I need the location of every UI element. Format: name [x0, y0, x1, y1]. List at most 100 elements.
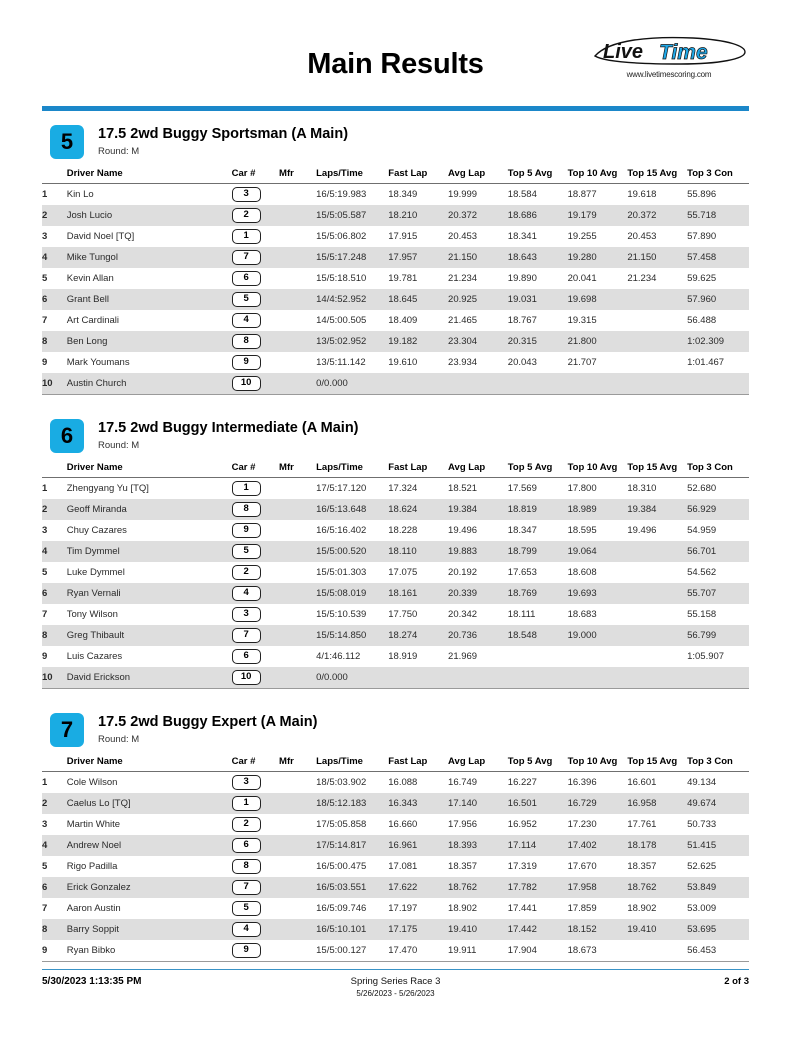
results-page: Main Results Live Time www.livetimescori…: [0, 34, 791, 1058]
cell-top3con: 55.896: [687, 189, 717, 200]
cell-top5: 18.819: [507, 499, 568, 520]
cell-top15: 21.234: [627, 273, 657, 284]
cell-top5: 19.031: [507, 289, 568, 310]
cell-top5: 18.341: [507, 231, 537, 242]
page-footer: 5/30/2023 1:13:35 PM Spring Series Race …: [42, 968, 749, 998]
cell-avg-lap: 19.883: [448, 541, 508, 562]
cell-driver-name: Art Cardinali: [66, 315, 120, 326]
column-header: Top 5 Avg: [507, 462, 568, 478]
cell-top5: 18.767: [507, 315, 537, 326]
cell-car-number: 10: [231, 373, 280, 395]
column-header: Mfr: [279, 756, 317, 772]
cell-avg-lap: [448, 373, 508, 395]
cell-top3con: 53.009: [687, 903, 717, 914]
column-header-position: [42, 168, 67, 184]
cell-mfr: [279, 373, 317, 395]
cell-fast-lap: 17.075: [388, 567, 418, 578]
cell-laps-time: 15/5:06.802: [316, 231, 367, 242]
cell-fast-lap: 18.161: [388, 583, 449, 604]
cell-top5: 20.315: [507, 331, 568, 352]
cell-mfr: [279, 667, 317, 689]
cell-fast-lap: 17.081: [388, 861, 418, 872]
section-round: Round: M: [98, 439, 140, 451]
cell-top15: 18.310: [627, 483, 657, 494]
column-header-position: [42, 756, 67, 772]
cell-position: 8: [42, 919, 67, 940]
cell-laps-time: 15/5:00.520: [316, 541, 389, 562]
cell-top15: [627, 331, 688, 352]
cell-mfr: [279, 898, 316, 919]
car-number-pill: 7: [231, 628, 261, 643]
cell-fast-lap: 17.175: [388, 919, 449, 940]
cell-mfr: [279, 835, 317, 856]
cell-top5: [507, 667, 568, 689]
cell-mfr: [279, 919, 317, 940]
cell-position: 3: [42, 525, 48, 536]
cell-mfr: [279, 646, 316, 667]
cell-car-number: 1: [231, 793, 280, 814]
cell-top15: [627, 373, 688, 395]
cell-laps-time: 17/5:14.817: [316, 835, 389, 856]
column-header: Top 10 Avg: [567, 462, 628, 478]
cell-laps-time: 16/5:03.551: [316, 877, 389, 898]
cell-top10: 18.989: [567, 499, 628, 520]
car-number-pill: 6: [231, 838, 261, 853]
cell-top15: [627, 604, 687, 625]
table-row: 7 Art Cardinali 4 14/5:00.505 18.409 21.465 18…: [42, 310, 749, 331]
section-round: Round: M: [98, 733, 140, 745]
cell-car-number: 5: [231, 898, 279, 919]
cell-laps-time: 16/5:00.475: [316, 861, 367, 872]
table-row: 3 Martin White 2 17/5:05.858 16.660 17.956 16.…: [42, 814, 749, 835]
cell-avg-lap: 16.749: [448, 777, 478, 788]
column-header: Laps/Time: [316, 756, 389, 772]
cell-fast-lap: 19.610: [388, 357, 418, 368]
cell-top10: 20.041: [567, 273, 597, 284]
cell-avg-lap: 19.999: [448, 189, 478, 200]
table-row: 3 David Noel [TQ] 1 15/5:06.802 17.915 20.453…: [42, 226, 749, 247]
table-row: 1 Kin Lo 3 16/5:19.983 18.349 19.999 18.584 18.…: [42, 184, 749, 206]
cell-top3con: 52.625: [687, 861, 717, 872]
cell-fast-lap: 17.957: [388, 247, 449, 268]
cell-fast-lap: 19.182: [388, 331, 449, 352]
car-number-pill: 3: [231, 187, 261, 202]
column-header: Driver Name: [66, 756, 232, 772]
cell-fast-lap: 18.624: [388, 499, 449, 520]
cell-top5: 18.643: [507, 247, 568, 268]
cell-car-number: 7: [231, 247, 280, 268]
car-number-pill: 4: [231, 313, 261, 328]
car-number-pill: 2: [231, 565, 261, 580]
cell-top15: [627, 625, 688, 646]
column-header: Laps/Time: [316, 462, 389, 478]
cell-top3con: 1:02.309: [687, 331, 749, 352]
cell-fast-lap: 17.622: [388, 877, 449, 898]
cell-fast-lap: 17.470: [388, 940, 449, 962]
car-number-pill: 3: [231, 775, 261, 790]
cell-mfr: [279, 331, 317, 352]
cell-position: 7: [42, 315, 48, 326]
cell-avg-lap: 18.902: [448, 903, 478, 914]
column-header: Fast Lap: [388, 462, 449, 478]
car-number-pill: 6: [231, 649, 261, 664]
cell-top3con: 56.799: [687, 625, 749, 646]
cell-top15: 16.958: [627, 793, 688, 814]
cell-driver-name: Greg Thibault: [66, 625, 232, 646]
cell-laps-time: 15/5:00.127: [316, 940, 389, 962]
cell-mfr: [279, 562, 316, 583]
cell-top3con: 56.701: [687, 541, 749, 562]
cell-avg-lap: 17.140: [448, 793, 508, 814]
cell-mfr: [279, 205, 317, 226]
cell-top10: 18.683: [567, 609, 597, 620]
cell-avg-lap: 20.339: [448, 583, 508, 604]
cell-avg-lap: 19.496: [448, 525, 478, 536]
footer-rule: [42, 968, 749, 970]
car-number-pill: 1: [231, 796, 261, 811]
cell-car-number: 1: [231, 478, 279, 500]
cell-fast-lap: [388, 373, 449, 395]
cell-avg-lap: 21.465: [448, 315, 478, 326]
cell-driver-name: Kevin Allan: [66, 273, 114, 284]
cell-mfr: [279, 583, 317, 604]
column-header: Avg Lap: [448, 756, 508, 772]
cell-laps-time: 14/5:00.505: [316, 315, 367, 326]
cell-mfr: [279, 289, 317, 310]
cell-top15: [627, 562, 687, 583]
